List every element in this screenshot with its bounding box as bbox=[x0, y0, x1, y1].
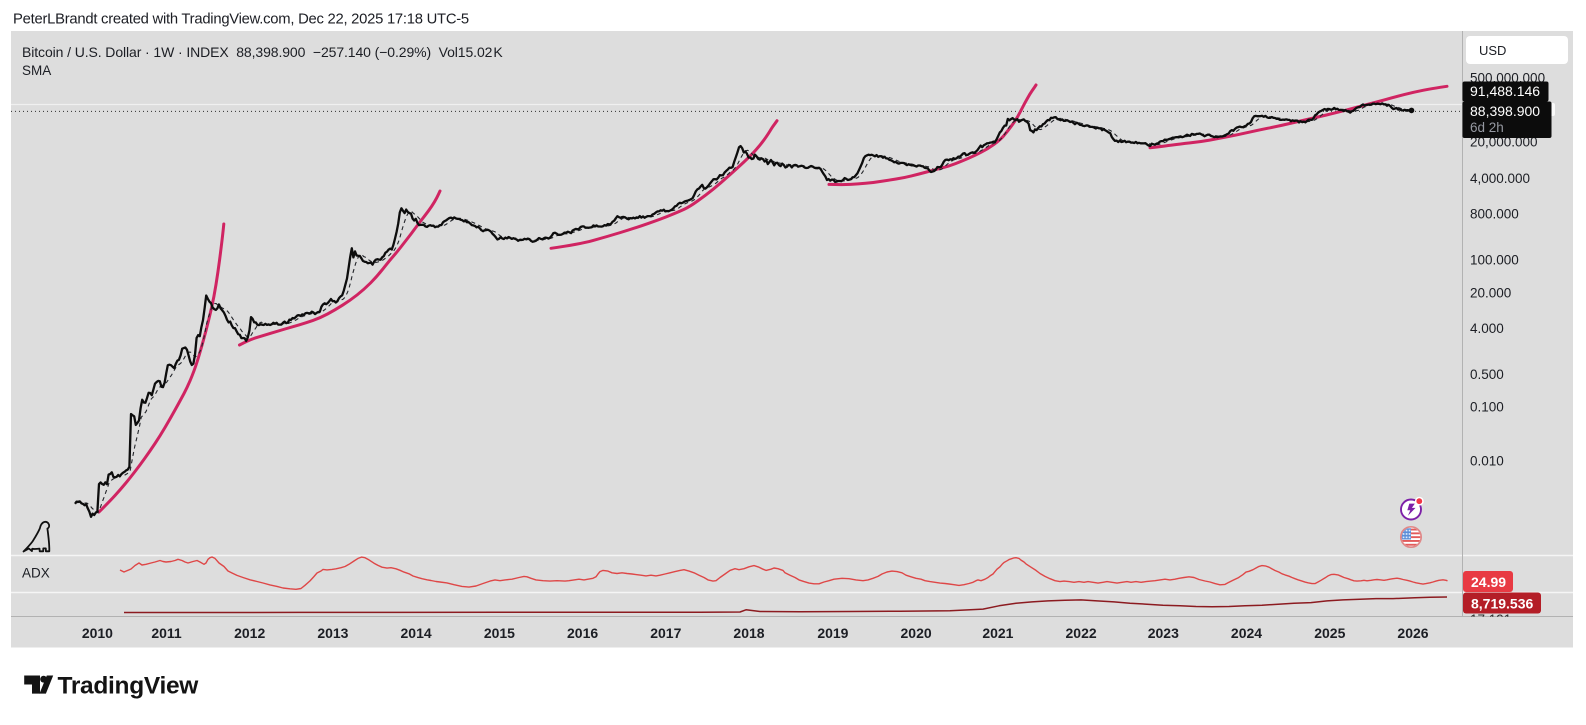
svg-text:100.000: 100.000 bbox=[1470, 253, 1519, 268]
svg-text:2013: 2013 bbox=[317, 625, 348, 641]
svg-text:20.000: 20.000 bbox=[1470, 286, 1511, 301]
svg-text:2021: 2021 bbox=[982, 625, 1013, 641]
svg-text:8,719.536: 8,719.536 bbox=[1471, 596, 1533, 612]
svg-text:2014: 2014 bbox=[401, 625, 432, 641]
svg-text:0.100: 0.100 bbox=[1470, 400, 1504, 415]
svg-text:88,398.900: 88,398.900 bbox=[1470, 103, 1540, 119]
svg-text:800.000: 800.000 bbox=[1470, 207, 1519, 222]
svg-text:USD: USD bbox=[1479, 43, 1506, 58]
svg-text:TradingView: TradingView bbox=[58, 673, 200, 700]
svg-text:20,000.000: 20,000.000 bbox=[1470, 135, 1538, 150]
svg-text:91,488.146: 91,488.146 bbox=[1470, 83, 1540, 99]
svg-text:SMA: SMA bbox=[22, 63, 51, 78]
svg-text:2019: 2019 bbox=[817, 625, 848, 641]
svg-text:2022: 2022 bbox=[1066, 625, 1097, 641]
svg-text:ADX: ADX bbox=[22, 566, 50, 581]
svg-text:2010: 2010 bbox=[82, 625, 113, 641]
svg-text:4.000: 4.000 bbox=[1470, 321, 1504, 336]
svg-text:2018: 2018 bbox=[733, 625, 764, 641]
svg-text:2025: 2025 bbox=[1314, 625, 1345, 641]
svg-text:2020: 2020 bbox=[901, 625, 932, 641]
svg-text:0.500: 0.500 bbox=[1470, 367, 1504, 382]
svg-text:2024: 2024 bbox=[1231, 625, 1262, 641]
svg-text:4,000.000: 4,000.000 bbox=[1470, 171, 1530, 186]
svg-text:2011: 2011 bbox=[151, 625, 182, 641]
svg-text:2026: 2026 bbox=[1397, 625, 1428, 641]
svg-text:2023: 2023 bbox=[1148, 625, 1179, 641]
svg-text:Bitcoin / U.S. Dollar · 1W · I: Bitcoin / U.S. Dollar · 1W · INDEX 88,39… bbox=[22, 44, 503, 60]
svg-text:PeterLBrandt created with Trad: PeterLBrandt created with TradingView.co… bbox=[13, 12, 469, 28]
svg-text:17,191.7: 17,191.7 bbox=[1470, 612, 1523, 627]
svg-text:2015: 2015 bbox=[484, 625, 515, 641]
svg-text:6d 2h: 6d 2h bbox=[1470, 120, 1504, 135]
svg-text:2012: 2012 bbox=[234, 625, 265, 641]
svg-text:2017: 2017 bbox=[650, 625, 681, 641]
svg-text:24.99: 24.99 bbox=[1471, 574, 1506, 590]
svg-text:0.010: 0.010 bbox=[1470, 454, 1504, 469]
svg-text:2016: 2016 bbox=[567, 625, 598, 641]
